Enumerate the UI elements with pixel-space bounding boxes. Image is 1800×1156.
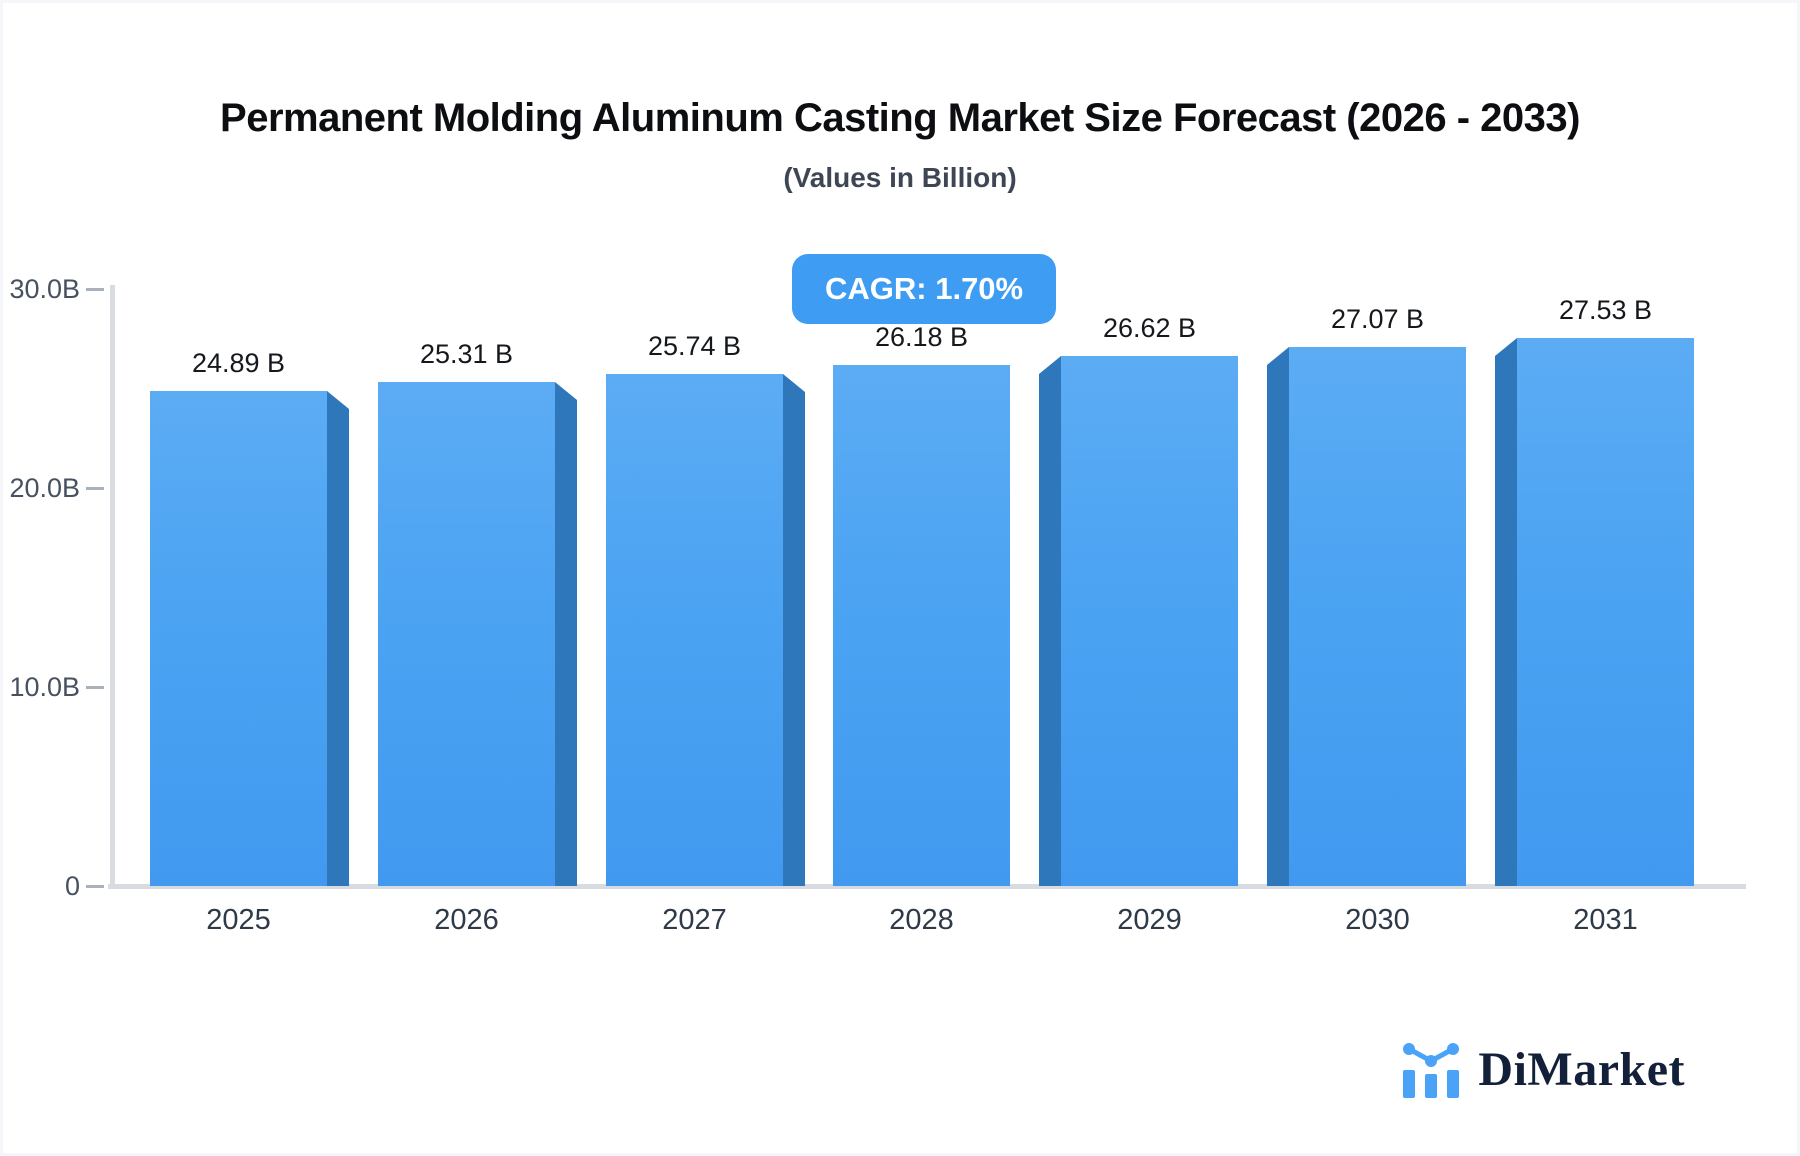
bar-value-label: 25.74 B	[647, 331, 742, 361]
bar-face	[606, 374, 783, 886]
cagr-badge: CAGR: 1.70%	[792, 254, 1057, 324]
bar-value-label: 27.53 B	[1558, 295, 1653, 325]
y-tick-dash	[86, 487, 104, 490]
x-tick-label: 2026	[434, 904, 499, 936]
bar-value-label: 24.89 B	[191, 348, 286, 378]
logo-text: DiMarket	[1478, 1042, 1685, 1096]
y-tick-label: 0	[64, 871, 80, 901]
bar-side-face	[327, 391, 349, 886]
bar-value-label: 26.18 B	[874, 322, 969, 352]
bar-face	[1517, 338, 1694, 886]
chart-subtitle: (Values in Billion)	[783, 162, 1017, 193]
y-tick-label: 30.0B	[9, 274, 80, 304]
bar-group	[833, 365, 1010, 886]
x-tick-label: 2027	[662, 904, 727, 936]
y-tick-label: 20.0B	[9, 473, 80, 503]
bar-face	[150, 391, 327, 886]
bar-side-face	[1495, 338, 1517, 886]
y-tick-dash	[86, 686, 104, 689]
bar-group	[606, 374, 805, 886]
bar-group	[378, 382, 577, 886]
bar-side-face	[555, 382, 577, 886]
x-tick-label: 2031	[1573, 904, 1638, 936]
bar-face	[378, 382, 555, 886]
x-tick-label: 2025	[206, 904, 271, 936]
mini-bar-line-chart-icon	[1403, 1043, 1460, 1098]
bar-group	[1495, 338, 1694, 886]
bar-side-face	[783, 374, 805, 886]
y-tick-dash	[86, 288, 104, 291]
x-axis-line	[108, 884, 1746, 889]
bar-face	[833, 365, 1010, 886]
bar-value-label: 25.31 B	[419, 339, 514, 369]
x-tick-label: 2028	[889, 904, 954, 936]
bar-group	[150, 391, 349, 886]
bar-group	[1267, 347, 1466, 886]
bar-face	[1061, 356, 1238, 886]
x-tick-label: 2030	[1345, 904, 1410, 936]
brand-logo: DiMarket	[1400, 1038, 1685, 1100]
y-tick-label: 10.0B	[9, 672, 80, 702]
bar-value-label: 26.62 B	[1102, 313, 1197, 343]
y-tick-dash	[86, 885, 104, 888]
x-tick-label: 2029	[1117, 904, 1182, 936]
bar-side-face	[1267, 347, 1289, 886]
chart-title: Permanent Molding Aluminum Casting Marke…	[220, 96, 1580, 140]
bar-side-face	[1039, 356, 1061, 886]
bar-face	[1289, 347, 1466, 886]
bar-group	[1039, 356, 1238, 886]
bar-value-label: 27.07 B	[1330, 304, 1425, 334]
y-axis-line	[110, 285, 115, 889]
